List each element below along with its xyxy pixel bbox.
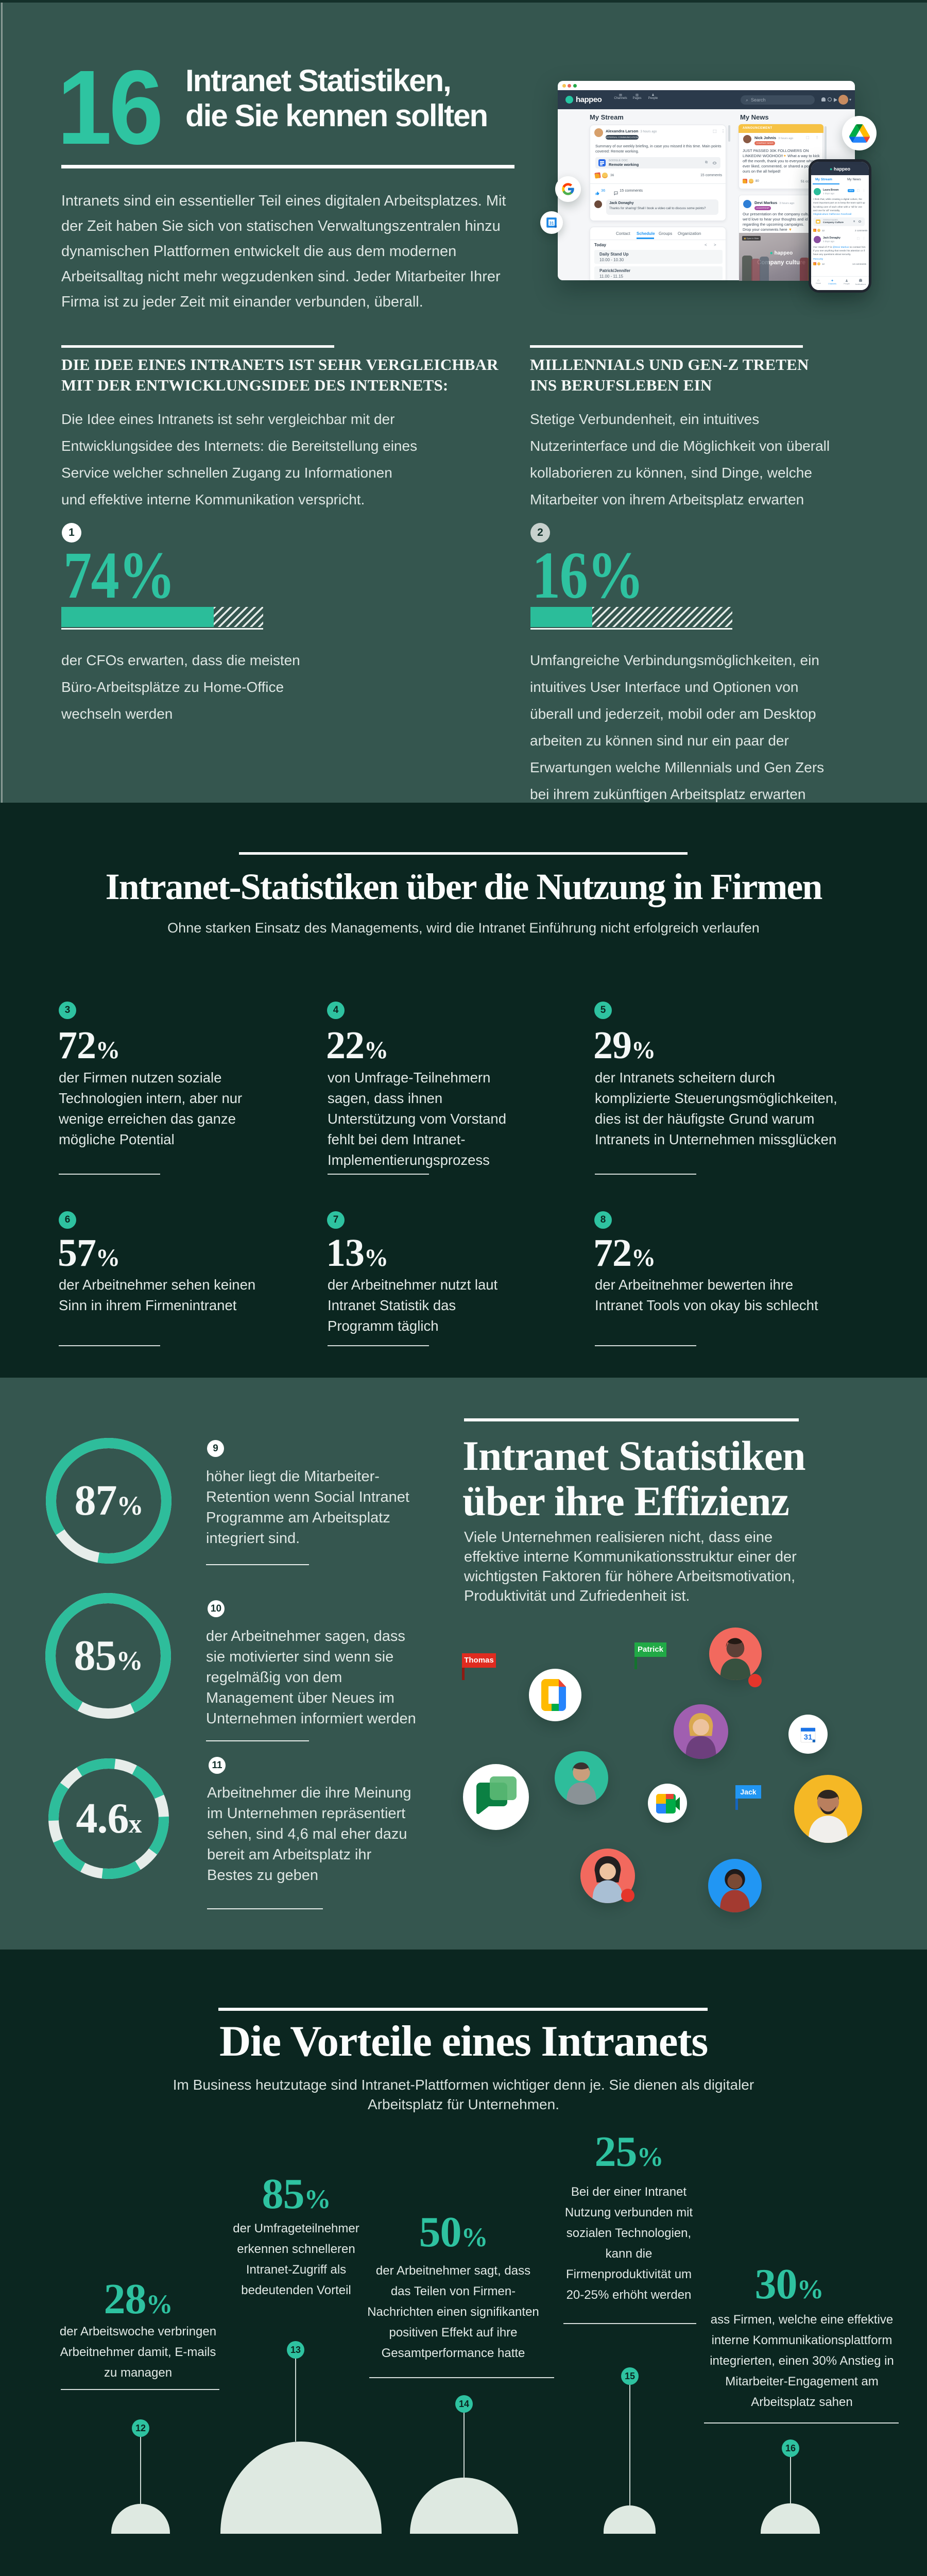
svg-text:31: 31 <box>804 1734 813 1742</box>
svg-text:31: 31 <box>549 221 554 226</box>
